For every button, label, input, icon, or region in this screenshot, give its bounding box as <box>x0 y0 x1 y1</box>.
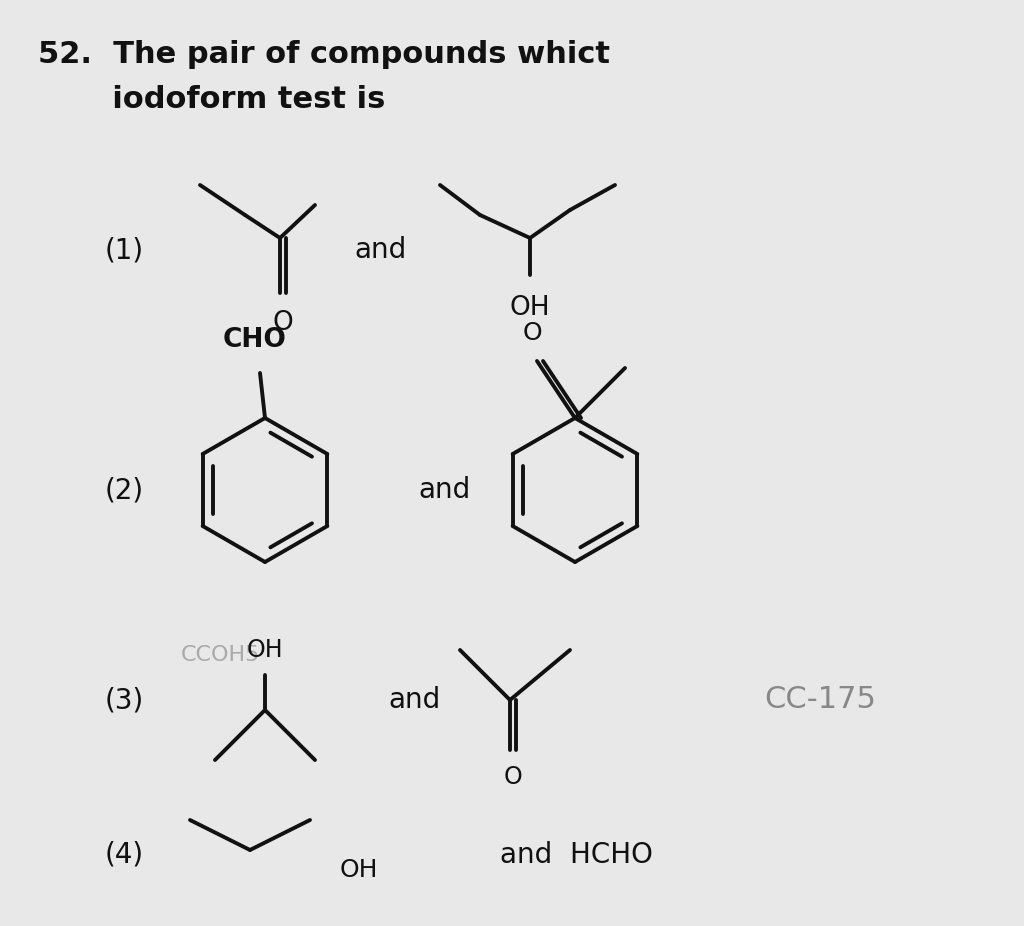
Text: and  HCHO: and HCHO <box>500 841 653 869</box>
Text: CC-175: CC-175 <box>764 685 876 715</box>
Text: 52.  The pair of compounds whict: 52. The pair of compounds whict <box>38 40 610 69</box>
Text: O: O <box>522 321 542 345</box>
Text: (4): (4) <box>105 841 144 869</box>
Text: (1): (1) <box>105 236 144 264</box>
Text: and: and <box>389 686 441 714</box>
Text: CCOH5: CCOH5 <box>180 645 260 665</box>
Text: (3): (3) <box>105 686 144 714</box>
Text: iodoform test is: iodoform test is <box>38 85 385 114</box>
Text: OH: OH <box>510 295 550 321</box>
Text: CHO: CHO <box>223 327 287 353</box>
Text: O: O <box>504 765 522 789</box>
Text: and: and <box>354 236 407 264</box>
Text: OH: OH <box>247 638 284 662</box>
Text: O: O <box>272 310 293 336</box>
Text: OH: OH <box>340 858 379 882</box>
Text: (2): (2) <box>105 476 144 504</box>
Text: and: and <box>419 476 471 504</box>
